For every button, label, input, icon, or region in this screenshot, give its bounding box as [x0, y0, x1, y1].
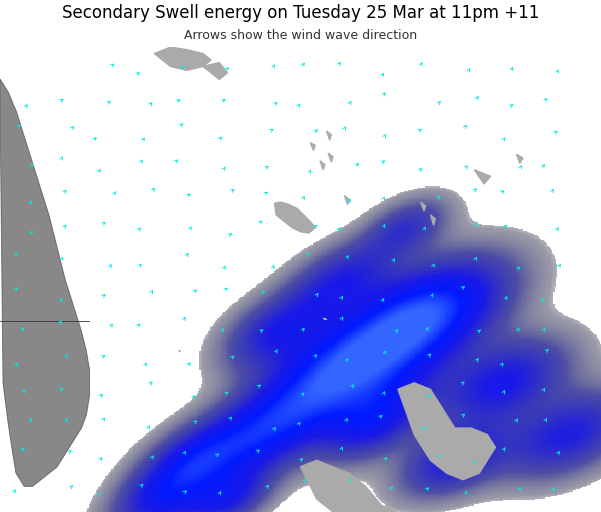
Polygon shape [516, 154, 523, 163]
Polygon shape [0, 79, 90, 486]
Text: Secondary Swell energy on Tuesday 25 Mar at 11pm +11: Secondary Swell energy on Tuesday 25 Mar… [62, 4, 539, 22]
Text: Arrows show the wind wave direction: Arrows show the wind wave direction [184, 29, 417, 42]
Polygon shape [320, 161, 325, 170]
Polygon shape [421, 202, 426, 211]
Polygon shape [328, 153, 333, 162]
Polygon shape [203, 62, 227, 79]
Polygon shape [300, 460, 414, 512]
Polygon shape [344, 196, 349, 205]
Polygon shape [122, 25, 146, 40]
Polygon shape [398, 383, 495, 480]
Polygon shape [154, 47, 211, 70]
Polygon shape [430, 215, 435, 225]
Polygon shape [310, 143, 315, 151]
Polygon shape [323, 318, 326, 319]
Polygon shape [474, 170, 490, 184]
Polygon shape [275, 202, 315, 233]
Polygon shape [326, 131, 331, 140]
